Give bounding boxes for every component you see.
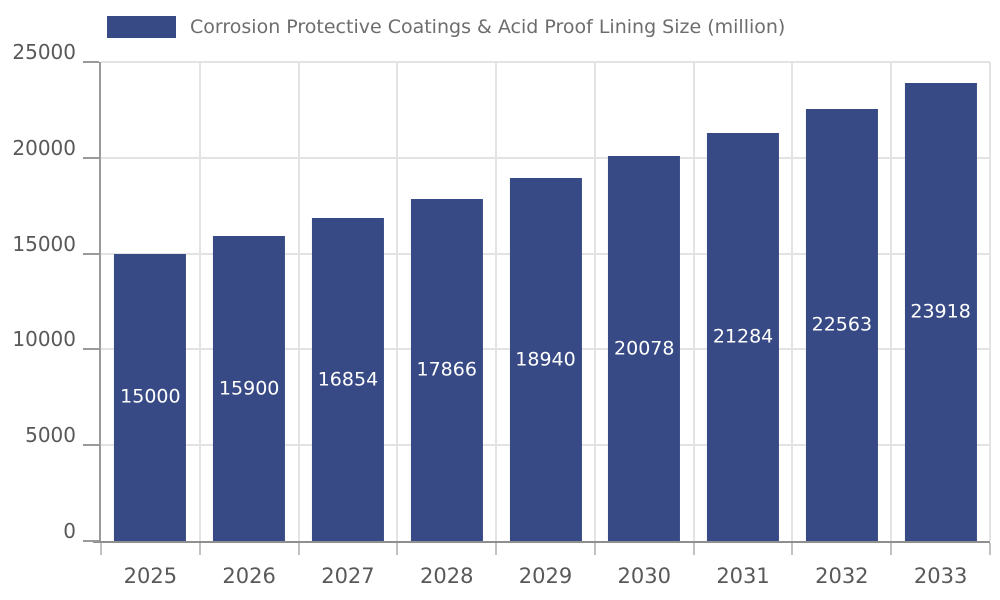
x-tick-mark xyxy=(989,543,991,555)
bar-value-label: 16854 xyxy=(317,368,379,391)
v-gridline xyxy=(593,62,596,541)
x-tick-label: 2033 xyxy=(913,564,968,588)
v-gridline xyxy=(198,62,201,541)
legend-swatch xyxy=(107,16,176,38)
y-tick-mark xyxy=(83,252,99,255)
y-tick-label: 20000 xyxy=(12,135,76,160)
x-tick-mark xyxy=(495,543,498,555)
bar: 15000 xyxy=(114,253,187,541)
bar-value-label: 20078 xyxy=(614,337,675,360)
y-tick-mark xyxy=(83,444,99,447)
x-tick-label: 2029 xyxy=(518,564,573,588)
bar-value-label: 22563 xyxy=(811,313,873,336)
x-tick-label: 2026 xyxy=(222,564,276,588)
bar: 21284 xyxy=(707,133,780,541)
y-axis-line xyxy=(99,62,101,541)
v-gridline xyxy=(692,62,695,541)
y-tick-label: 0 xyxy=(63,519,76,543)
legend: Corrosion Protective Coatings & Acid Pro… xyxy=(107,16,785,38)
x-tick-label: 2031 xyxy=(716,564,770,588)
y-tick-mark xyxy=(83,156,99,159)
bar-value-label: 17866 xyxy=(416,358,477,381)
x-tick-mark xyxy=(593,543,596,555)
x-axis-line xyxy=(93,541,990,543)
bar: 18940 xyxy=(509,178,582,541)
bar-value-label: 23918 xyxy=(910,300,971,323)
y-tick-mark xyxy=(83,540,99,542)
h-gridline xyxy=(101,156,990,159)
x-tick-label: 2028 xyxy=(419,564,474,588)
v-gridline xyxy=(890,62,893,541)
bar-value-label: 15900 xyxy=(218,377,280,400)
x-tick-label: 2025 xyxy=(123,564,178,588)
x-tick-mark xyxy=(791,543,794,555)
x-tick-mark xyxy=(692,543,695,555)
x-tick-label: 2030 xyxy=(617,564,671,588)
bar: 15900 xyxy=(213,236,286,541)
x-tick-label: 2032 xyxy=(815,564,869,588)
bar: 23918 xyxy=(904,82,977,541)
y-tick-label: 25000 xyxy=(12,40,76,64)
bar: 22563 xyxy=(805,108,878,541)
bar-value-label: 21284 xyxy=(712,325,774,348)
legend-label: Corrosion Protective Coatings & Acid Pro… xyxy=(190,16,786,38)
x-tick-mark xyxy=(198,543,201,555)
v-gridline xyxy=(791,62,794,541)
bar-value-label: 15000 xyxy=(120,385,181,408)
v-gridline xyxy=(495,62,498,541)
bar: 20078 xyxy=(608,156,681,541)
bar: 16854 xyxy=(311,218,384,541)
y-tick-mark xyxy=(83,348,99,351)
v-gridline xyxy=(396,62,399,541)
v-gridline xyxy=(989,62,991,541)
y-tick-label: 5000 xyxy=(25,423,76,448)
bar-value-label: 18940 xyxy=(515,348,576,371)
x-tick-label: 2027 xyxy=(321,564,375,588)
x-tick-mark xyxy=(297,543,300,555)
plot-area: 0 5000 10000 15000 20000 25000 15000 2025 15900 2… xyxy=(12,42,991,587)
v-gridline xyxy=(297,62,300,541)
x-tick-mark xyxy=(100,543,102,555)
y-tick-label: 10000 xyxy=(12,327,76,352)
x-tick-mark xyxy=(396,543,399,555)
bar: 17866 xyxy=(410,198,483,541)
y-tick-label: 15000 xyxy=(12,231,76,256)
y-tick-mark xyxy=(83,61,99,63)
x-tick-mark xyxy=(890,543,893,555)
h-gridline xyxy=(101,61,990,63)
